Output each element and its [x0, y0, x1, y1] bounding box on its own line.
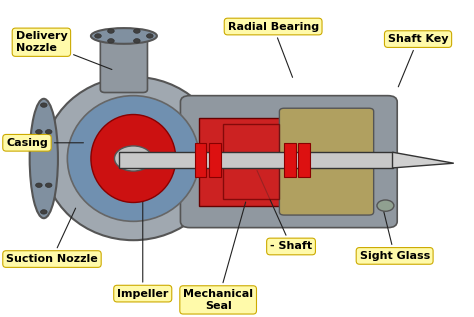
Circle shape [95, 34, 101, 38]
Circle shape [377, 200, 394, 211]
FancyBboxPatch shape [223, 124, 279, 199]
Circle shape [46, 130, 52, 134]
Text: Suction Nozzle: Suction Nozzle [6, 208, 98, 264]
Circle shape [134, 29, 140, 33]
Ellipse shape [67, 96, 199, 221]
Text: Impeller: Impeller [117, 193, 168, 299]
FancyBboxPatch shape [199, 118, 284, 206]
Circle shape [134, 39, 140, 43]
Circle shape [36, 183, 42, 187]
Text: - Shaft: - Shaft [257, 171, 312, 251]
FancyBboxPatch shape [181, 96, 397, 228]
Circle shape [36, 130, 42, 134]
FancyBboxPatch shape [100, 36, 147, 93]
Circle shape [40, 103, 47, 107]
Text: Sight Glass: Sight Glass [359, 211, 430, 261]
Ellipse shape [91, 28, 157, 44]
Text: Delivery
Nozzle: Delivery Nozzle [16, 31, 112, 69]
Circle shape [115, 146, 152, 171]
Circle shape [108, 39, 114, 43]
Ellipse shape [30, 99, 58, 218]
Ellipse shape [91, 114, 176, 203]
Text: Casing: Casing [6, 138, 83, 148]
Polygon shape [392, 152, 454, 168]
Text: Shaft Key: Shaft Key [388, 34, 448, 87]
FancyBboxPatch shape [279, 108, 374, 215]
Bar [298, 143, 310, 177]
Bar [209, 143, 220, 177]
Bar [284, 143, 296, 177]
Text: Radial Bearing: Radial Bearing [228, 22, 319, 77]
Bar [195, 143, 206, 177]
Circle shape [46, 183, 52, 187]
Circle shape [108, 29, 114, 33]
Bar [119, 152, 392, 168]
Ellipse shape [44, 77, 223, 240]
Circle shape [146, 34, 153, 38]
Text: Mechanical
Seal: Mechanical Seal [183, 202, 253, 311]
Circle shape [40, 210, 47, 214]
